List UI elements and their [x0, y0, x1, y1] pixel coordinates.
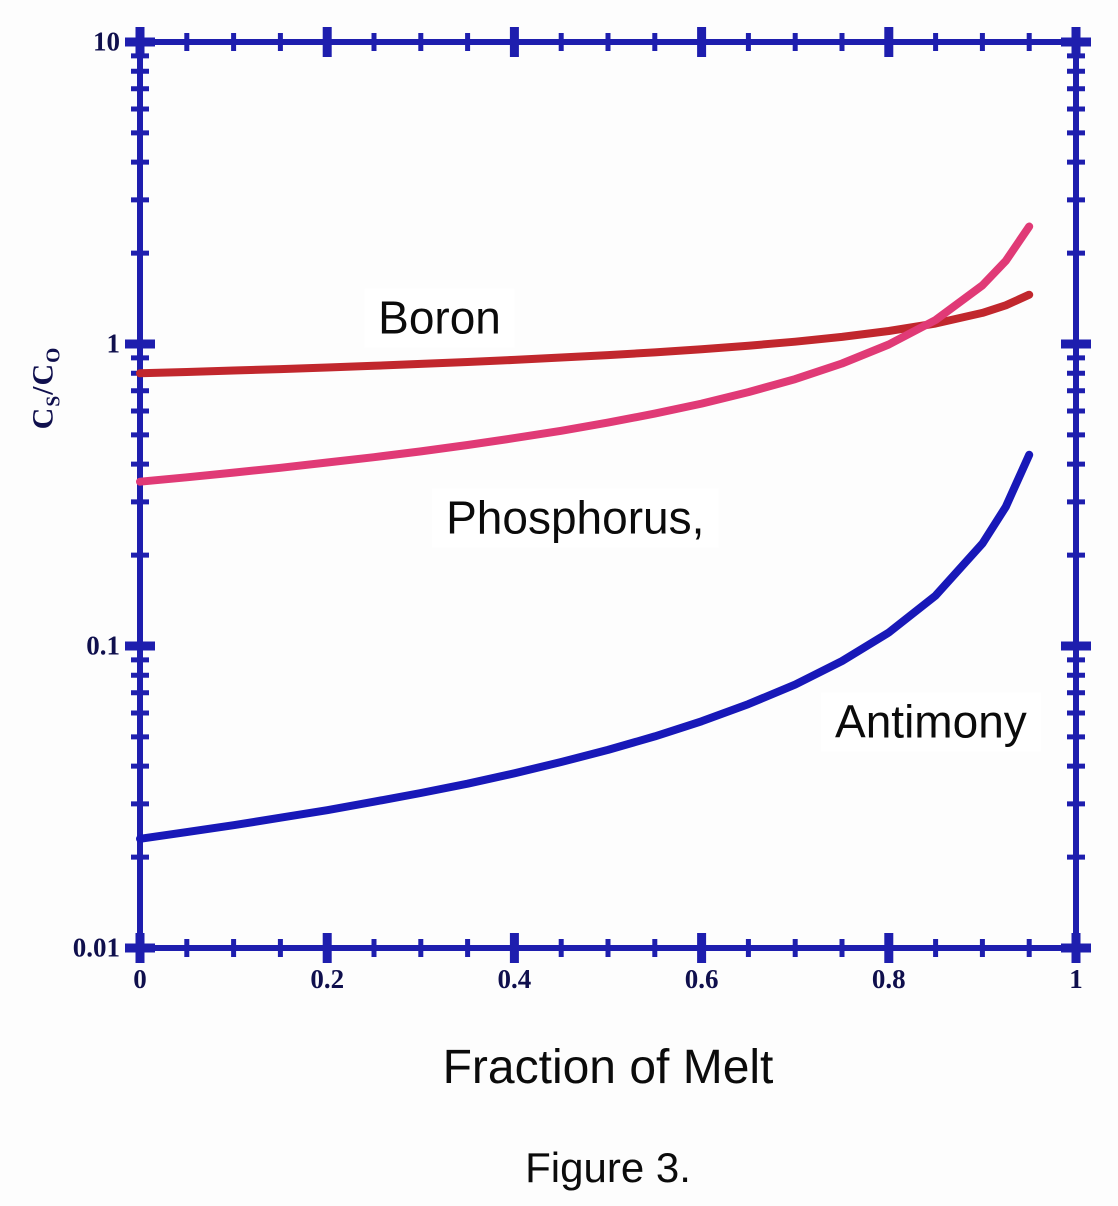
boron-curve-label: Boron	[364, 288, 515, 348]
y-tick-label-0.01: 0.01	[72, 932, 120, 963]
boron-curve	[136, 290, 1034, 378]
x-tick-label-0.4: 0.4	[497, 964, 532, 994]
y-tick-label-1: 1	[106, 328, 121, 359]
y-axis-label-sub2: O	[43, 346, 65, 363]
y-axis-label-base1: C	[26, 406, 60, 430]
y-axis-label-sub1: S	[43, 394, 65, 407]
x-tick-label-0.6: 0.6	[684, 964, 719, 994]
x-tick-label-0: 0	[133, 964, 147, 994]
x-tick-label-1: 1	[1069, 964, 1083, 994]
plot-frame	[137, 39, 1079, 951]
phosphorus-curve-label: Phosphorus,	[432, 488, 719, 548]
antimony-curve	[136, 450, 1034, 843]
y-tick-label-0.1: 0.1	[86, 630, 120, 661]
y-axis-label: CS/CO	[27, 347, 66, 430]
phosphorus-curve	[136, 222, 1034, 486]
figure-caption: Figure 3.	[525, 1144, 691, 1191]
x-tick-label-0.8: 0.8	[871, 964, 906, 994]
y-axis-label-base2: /C	[26, 362, 60, 395]
x-tick-label-0.2: 0.2	[310, 964, 345, 994]
antimony-curve-label: Antimony	[821, 692, 1041, 752]
x-axis-title: Fraction of Melt	[442, 1041, 774, 1094]
y-tick-label-10: 10	[93, 26, 120, 57]
